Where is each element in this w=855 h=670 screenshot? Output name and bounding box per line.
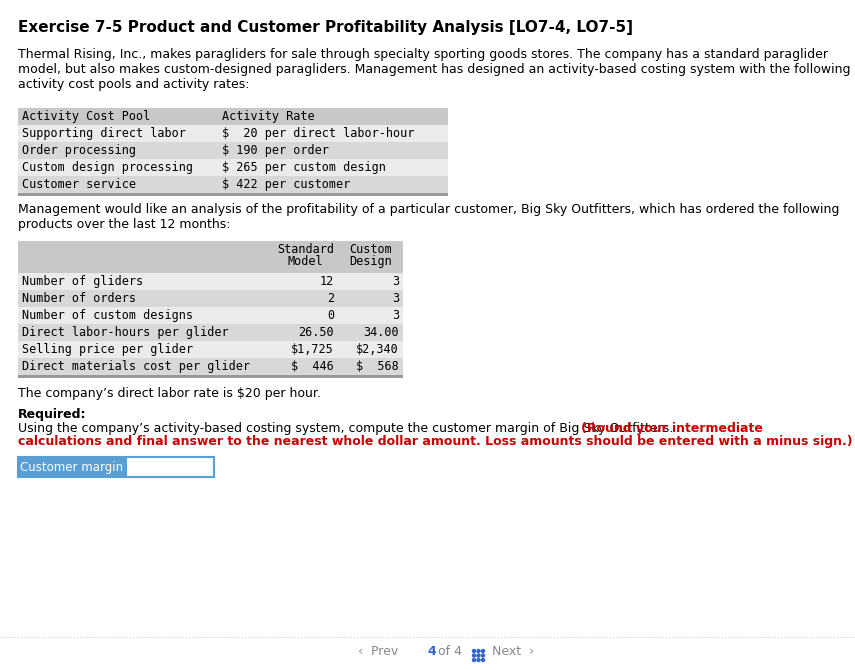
Text: Number of custom designs: Number of custom designs bbox=[22, 309, 193, 322]
Bar bbox=[18, 341, 403, 358]
Text: 34.00: 34.00 bbox=[363, 326, 399, 339]
Bar bbox=[18, 108, 448, 125]
Text: Custom design processing: Custom design processing bbox=[22, 161, 193, 174]
Bar bbox=[18, 176, 448, 193]
Text: $ 265 per custom design: $ 265 per custom design bbox=[222, 161, 386, 174]
Text: $  446: $ 446 bbox=[292, 360, 334, 373]
Text: Activity Rate: Activity Rate bbox=[222, 110, 315, 123]
Text: $  568: $ 568 bbox=[357, 360, 399, 373]
Circle shape bbox=[473, 649, 475, 653]
Text: Using the company’s activity-based costing system, compute the customer margin o: Using the company’s activity-based costi… bbox=[18, 422, 677, 435]
Text: $ 190 per order: $ 190 per order bbox=[222, 144, 329, 157]
Text: Next  ›: Next › bbox=[492, 645, 534, 658]
Text: 0: 0 bbox=[327, 309, 334, 322]
Text: 3: 3 bbox=[392, 292, 399, 305]
Text: Order processing: Order processing bbox=[22, 144, 136, 157]
Circle shape bbox=[477, 649, 480, 653]
Text: (Round your intermediate: (Round your intermediate bbox=[581, 422, 763, 435]
Text: $ 422 per customer: $ 422 per customer bbox=[222, 178, 351, 191]
Text: Exercise 7-5 Product and Customer Profitability Analysis [LO7-4, LO7-5]: Exercise 7-5 Product and Customer Profit… bbox=[18, 20, 633, 35]
Circle shape bbox=[481, 649, 485, 653]
Bar bbox=[18, 290, 403, 307]
Text: Selling price per glider: Selling price per glider bbox=[22, 343, 193, 356]
Bar bbox=[126, 457, 214, 477]
Text: 2: 2 bbox=[327, 292, 334, 305]
Circle shape bbox=[473, 659, 475, 661]
Text: Number of orders: Number of orders bbox=[22, 292, 136, 305]
Bar bbox=[18, 142, 448, 159]
Text: The company’s direct labor rate is $20 per hour.: The company’s direct labor rate is $20 p… bbox=[18, 387, 321, 400]
Text: Thermal Rising, Inc., makes paragliders for sale through specialty sporting good: Thermal Rising, Inc., makes paragliders … bbox=[18, 48, 851, 91]
Text: of 4: of 4 bbox=[434, 645, 462, 658]
Text: Supporting direct labor: Supporting direct labor bbox=[22, 127, 186, 140]
Text: Required:: Required: bbox=[18, 408, 86, 421]
Bar bbox=[18, 241, 403, 273]
Bar bbox=[18, 324, 403, 341]
Bar bbox=[18, 375, 403, 378]
Bar bbox=[18, 307, 403, 324]
Bar bbox=[18, 273, 403, 290]
Text: Design: Design bbox=[349, 255, 392, 268]
Text: Direct materials cost per glider: Direct materials cost per glider bbox=[22, 360, 250, 373]
Circle shape bbox=[473, 654, 475, 657]
Text: $  20 per direct labor-hour: $ 20 per direct labor-hour bbox=[222, 127, 415, 140]
Text: Direct labor-hours per glider: Direct labor-hours per glider bbox=[22, 326, 228, 339]
Text: $1,725: $1,725 bbox=[292, 343, 334, 356]
Bar bbox=[18, 193, 448, 196]
Bar bbox=[18, 159, 448, 176]
Text: Custom: Custom bbox=[349, 243, 392, 256]
Circle shape bbox=[481, 654, 485, 657]
Text: ‹  Prev: ‹ Prev bbox=[358, 645, 398, 658]
Circle shape bbox=[477, 654, 480, 657]
Text: $2,340: $2,340 bbox=[357, 343, 399, 356]
Circle shape bbox=[481, 659, 485, 661]
Text: Model: Model bbox=[287, 255, 323, 268]
Bar bbox=[18, 125, 448, 142]
Text: Customer margin: Customer margin bbox=[21, 460, 124, 474]
Bar bbox=[18, 358, 403, 375]
Text: Management would like an analysis of the profitability of a particular customer,: Management would like an analysis of the… bbox=[18, 203, 840, 231]
Text: 12: 12 bbox=[320, 275, 334, 288]
Circle shape bbox=[477, 659, 480, 661]
Text: Activity Cost Pool: Activity Cost Pool bbox=[22, 110, 150, 123]
Text: 4: 4 bbox=[427, 645, 436, 658]
Text: Customer service: Customer service bbox=[22, 178, 136, 191]
Text: calculations and final answer to the nearest whole dollar amount. Loss amounts s: calculations and final answer to the nea… bbox=[18, 435, 852, 448]
Text: Number of gliders: Number of gliders bbox=[22, 275, 143, 288]
Text: Standard: Standard bbox=[277, 243, 334, 256]
Text: 3: 3 bbox=[392, 275, 399, 288]
Text: 26.50: 26.50 bbox=[298, 326, 334, 339]
Text: 3: 3 bbox=[392, 309, 399, 322]
FancyBboxPatch shape bbox=[18, 457, 126, 477]
